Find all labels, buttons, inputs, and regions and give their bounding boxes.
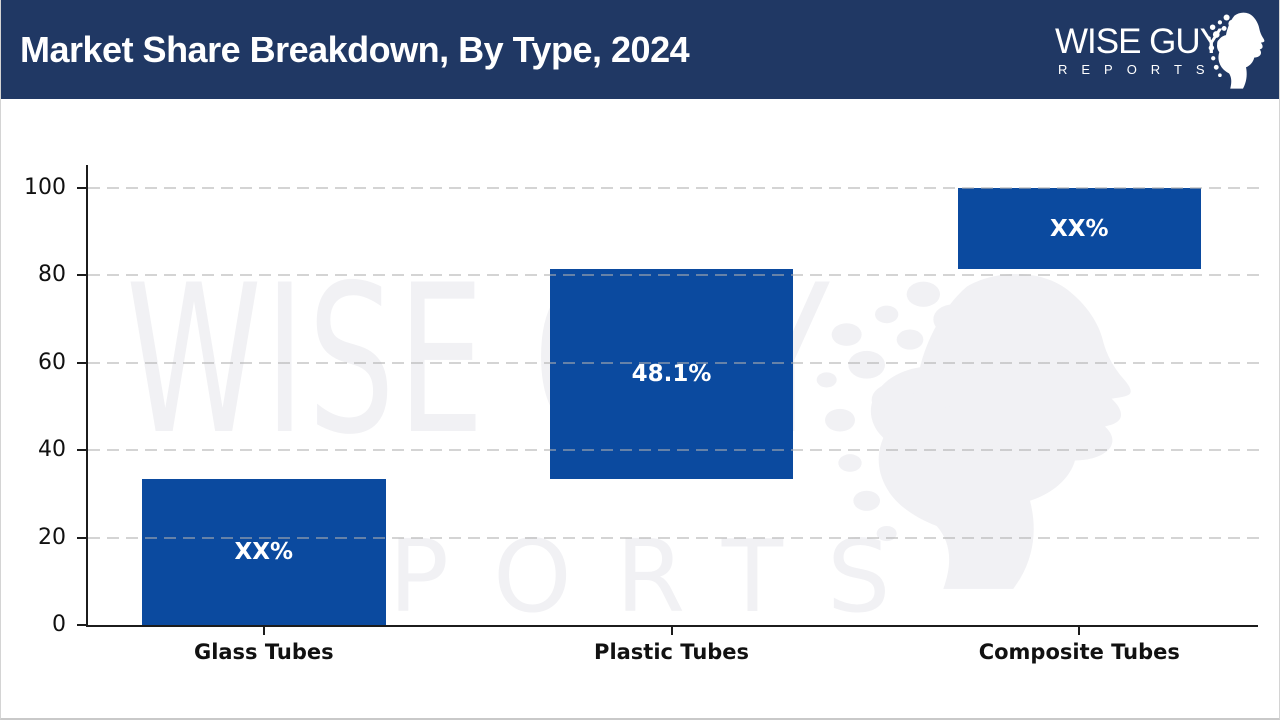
y-tick-mark: [77, 536, 86, 539]
y-tick-label-20: 20: [38, 524, 66, 550]
x-tick-mark: [1078, 627, 1081, 635]
x-tick-mark: [670, 627, 673, 635]
x-tick-label-composite-tubes: Composite Tubes: [978, 640, 1180, 664]
x-axis-labels: Glass Tubes Plastic Tubes Composite Tubes: [88, 627, 1255, 687]
brand-subname: REPORTS: [1057, 62, 1219, 77]
plot-area: XX% 48.1% XX%: [88, 187, 1260, 625]
bar-value-label: 48.1%: [631, 361, 712, 388]
bar-value-label: XX%: [1050, 215, 1109, 242]
header-bar: Market Share Breakdown, By Type, 2024 WI…: [0, 0, 1280, 99]
y-tick-mark: [77, 361, 86, 364]
x-axis-line: [86, 625, 1258, 627]
x-tick-mark: [262, 627, 265, 635]
x-tick-label-glass-tubes: Glass Tubes: [193, 640, 334, 664]
y-tick-label-40: 40: [38, 437, 66, 463]
bar-plastic-tubes: 48.1%: [549, 269, 794, 480]
x-tick-label-plastic-tubes: Plastic Tubes: [594, 640, 750, 664]
y-axis-line: [86, 165, 88, 627]
y-tick-mark: [77, 449, 86, 452]
gridline-40: [88, 449, 1260, 452]
y-tick-label-0: 0: [52, 612, 66, 637]
y-tick-mark: [77, 624, 86, 626]
brand-logo: WISE GUY REPORTS: [1055, 6, 1268, 94]
bar-glass-tubes: XX%: [142, 479, 386, 625]
gridline-20: [88, 536, 1260, 539]
y-tick-mark: [77, 274, 86, 277]
bar-value-label: XX%: [234, 539, 294, 566]
y-tick-label-100: 100: [24, 175, 66, 200]
y-axis-labels: 0 20 40 60 80 100: [0, 175, 88, 637]
brand-logo-text: WISE GUY REPORTS: [1054, 22, 1223, 77]
chart-area: WISE GUY REPORTS XX% 48.1% XX% 0 20 40 60 80 10…: [0, 99, 1280, 720]
y-tick-label-80: 80: [38, 262, 66, 288]
gridline-100: [88, 187, 1260, 189]
page-title: Market Share Breakdown, By Type, 2024: [20, 28, 690, 70]
brand-name: WISE GUY: [1054, 22, 1223, 61]
gridline-60: [88, 361, 1260, 364]
brand-face-icon: [1204, 9, 1268, 91]
bar-composite-tubes: XX%: [957, 188, 1201, 270]
gridline-80: [88, 274, 1260, 277]
y-tick-label-60: 60: [38, 349, 66, 375]
y-tick-mark: [77, 187, 86, 189]
